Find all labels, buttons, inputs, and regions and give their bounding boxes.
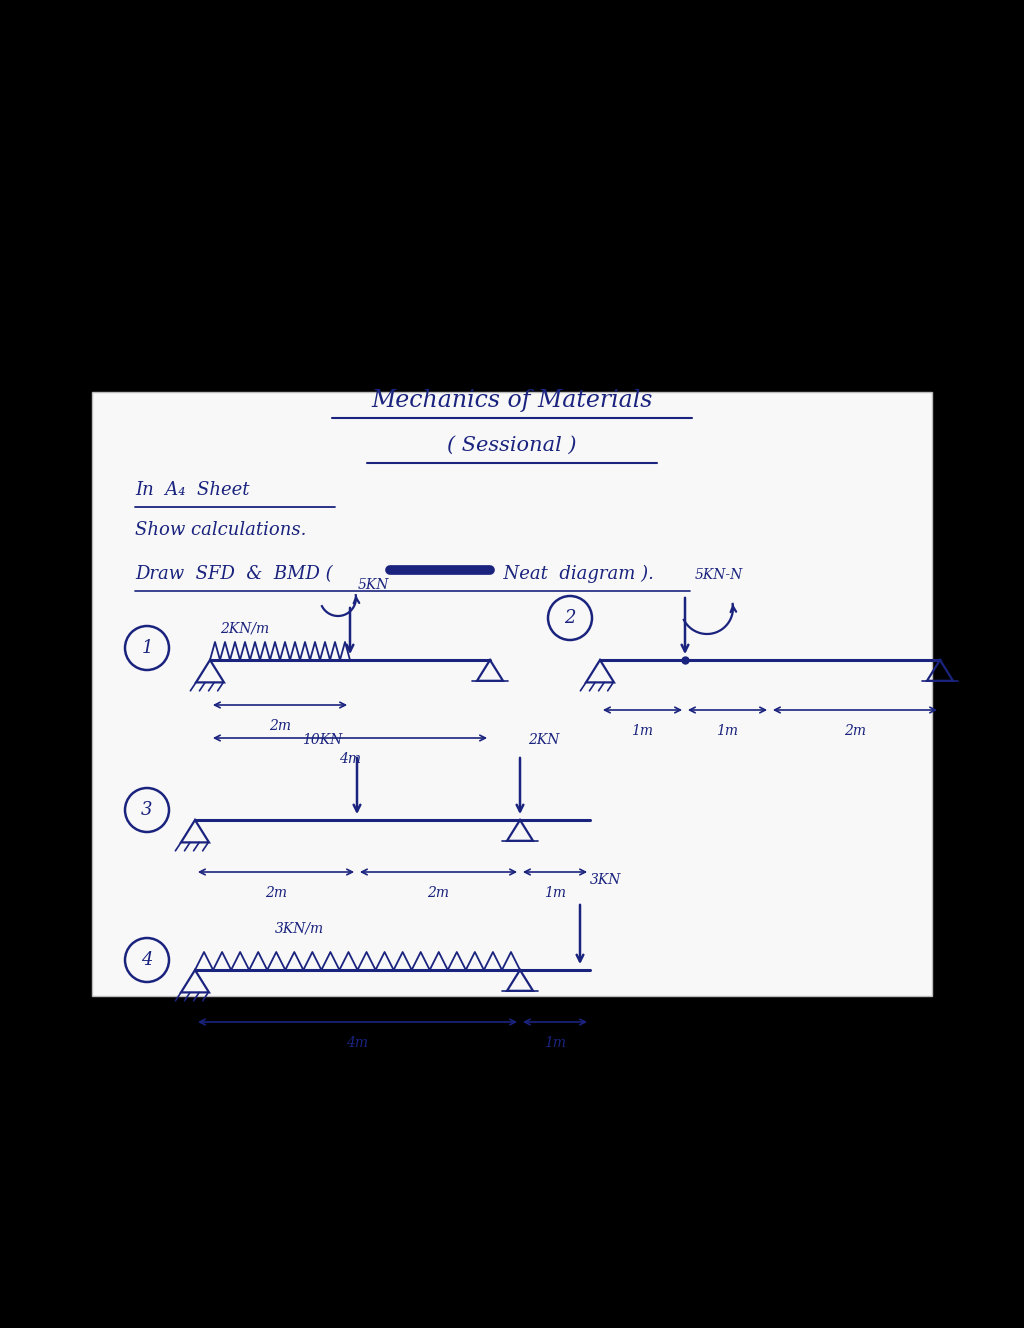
Text: 1m: 1m	[717, 724, 738, 738]
Text: ( Sessional ): ( Sessional )	[447, 436, 577, 454]
Text: 3KN/m: 3KN/m	[275, 922, 325, 935]
Text: 1m: 1m	[544, 886, 566, 900]
Text: 2: 2	[564, 610, 575, 627]
Text: 4m: 4m	[346, 1036, 369, 1050]
Text: 2KN/m: 2KN/m	[220, 622, 269, 635]
Text: 3KN: 3KN	[590, 872, 622, 887]
Text: 1m: 1m	[632, 724, 653, 738]
Text: 2m: 2m	[269, 718, 291, 733]
FancyBboxPatch shape	[92, 392, 932, 996]
Text: 4m: 4m	[339, 752, 361, 766]
Text: 3: 3	[141, 801, 153, 819]
Text: Neat  diagram ).: Neat diagram ).	[492, 564, 654, 583]
Text: 1m: 1m	[544, 1036, 566, 1050]
Text: 2KN: 2KN	[528, 733, 559, 746]
Text: Mechanics of Materials: Mechanics of Materials	[372, 389, 652, 412]
Text: 2m: 2m	[265, 886, 287, 900]
Text: In  A₄  Sheet: In A₄ Sheet	[135, 481, 250, 499]
Text: 5KN: 5KN	[358, 578, 389, 592]
Text: 1: 1	[141, 639, 153, 657]
Text: 10KN: 10KN	[302, 733, 342, 746]
Text: Draw  SFD  &  BMD (: Draw SFD & BMD (	[135, 564, 333, 583]
Text: 2m: 2m	[427, 886, 450, 900]
Text: 2m: 2m	[844, 724, 866, 738]
Text: Show calculations.: Show calculations.	[135, 521, 306, 539]
Text: 5KN-N: 5KN-N	[695, 568, 743, 582]
Text: 4: 4	[141, 951, 153, 969]
